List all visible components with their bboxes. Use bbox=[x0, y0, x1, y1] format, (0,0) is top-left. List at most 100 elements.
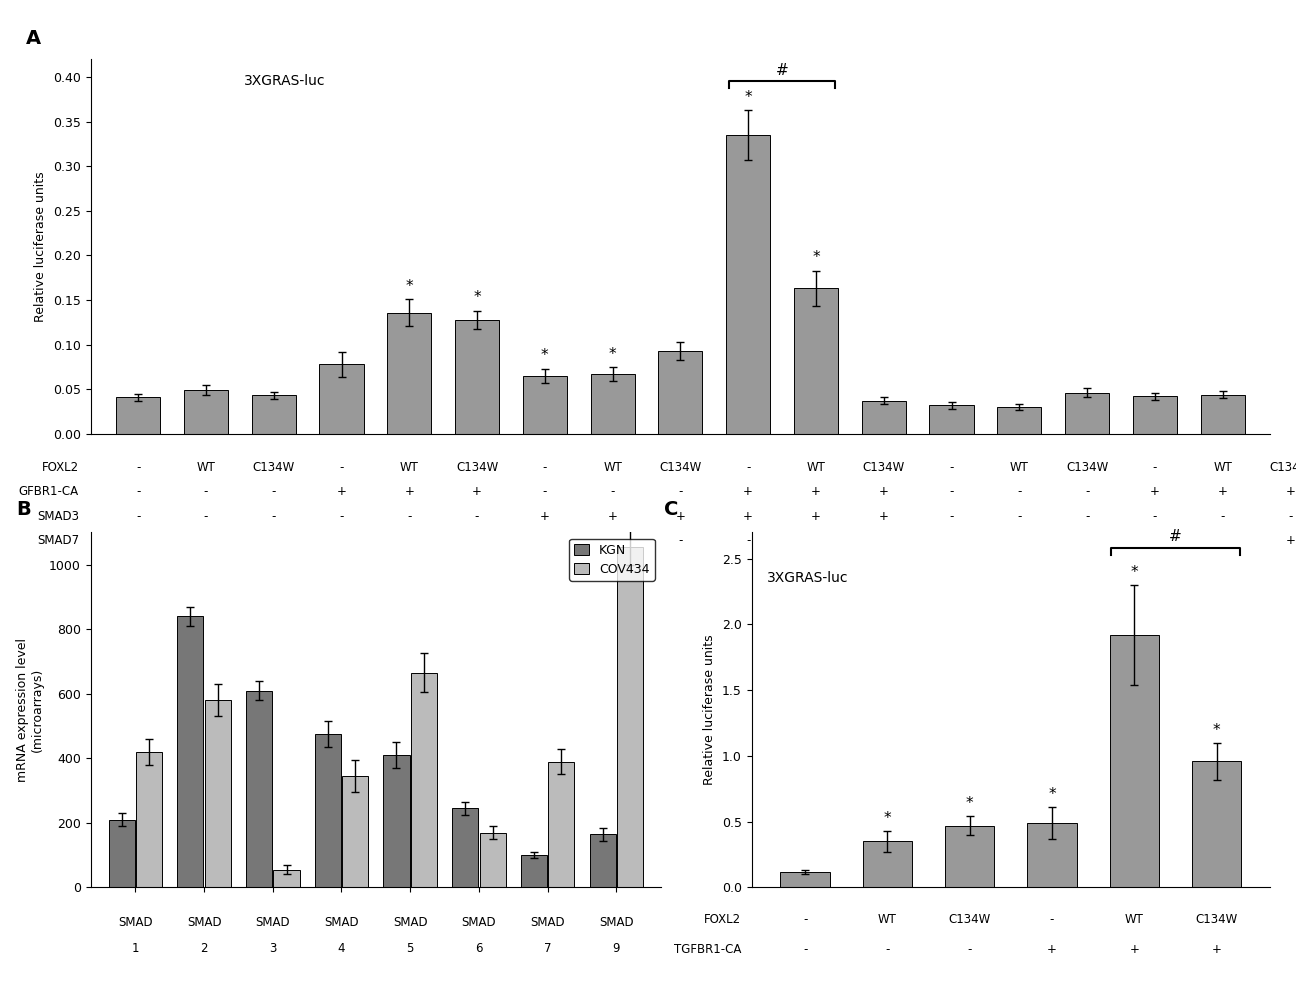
Text: A: A bbox=[26, 30, 41, 48]
Bar bbox=[1109, 635, 1159, 887]
Text: -: - bbox=[203, 485, 209, 498]
Text: -: - bbox=[340, 510, 343, 523]
Text: FOXL2: FOXL2 bbox=[41, 461, 79, 474]
Text: -: - bbox=[814, 534, 818, 547]
Text: +: + bbox=[1015, 534, 1024, 547]
Text: +: + bbox=[946, 534, 956, 547]
Text: -: - bbox=[474, 510, 480, 523]
Text: -: - bbox=[746, 461, 750, 474]
Text: *: * bbox=[1048, 787, 1056, 802]
Text: -: - bbox=[272, 534, 276, 547]
Text: -: - bbox=[543, 534, 547, 547]
Y-axis label: Relative luciferase units: Relative luciferase units bbox=[704, 635, 717, 785]
Text: +: + bbox=[1047, 943, 1058, 956]
Text: TGFBR1-CA: TGFBR1-CA bbox=[674, 943, 741, 956]
Text: 6: 6 bbox=[476, 943, 482, 955]
Text: WT: WT bbox=[806, 461, 826, 474]
Text: +: + bbox=[1150, 485, 1160, 498]
Bar bbox=[411, 672, 437, 887]
Text: -: - bbox=[968, 943, 972, 956]
Text: +: + bbox=[1286, 534, 1295, 547]
Text: SMAD: SMAD bbox=[187, 916, 222, 929]
Text: -: - bbox=[136, 461, 140, 474]
Text: C134W: C134W bbox=[456, 461, 498, 474]
Bar bbox=[388, 313, 432, 434]
Text: -: - bbox=[272, 485, 276, 498]
Text: SMAD: SMAD bbox=[324, 916, 359, 929]
Bar bbox=[1200, 394, 1244, 434]
Bar bbox=[591, 374, 635, 434]
Bar bbox=[251, 395, 295, 434]
Bar bbox=[794, 289, 839, 434]
Text: C134W: C134W bbox=[253, 461, 295, 474]
Text: +: + bbox=[879, 510, 889, 523]
Bar bbox=[136, 752, 162, 887]
Text: SMAD: SMAD bbox=[393, 916, 428, 929]
Text: SMAD: SMAD bbox=[599, 916, 634, 929]
Text: 7: 7 bbox=[544, 943, 551, 955]
Bar bbox=[726, 135, 770, 434]
Bar bbox=[455, 319, 499, 434]
Bar bbox=[521, 855, 547, 887]
Text: #: # bbox=[776, 63, 788, 78]
Bar bbox=[945, 825, 994, 887]
Text: SMAD3: SMAD3 bbox=[36, 510, 79, 523]
Text: +: + bbox=[1218, 485, 1227, 498]
Text: -: - bbox=[474, 534, 480, 547]
Y-axis label: mRNA expression level
(microarrays): mRNA expression level (microarrays) bbox=[16, 638, 44, 782]
Text: *: * bbox=[813, 250, 820, 265]
Bar bbox=[1192, 761, 1242, 887]
Text: -: - bbox=[340, 461, 343, 474]
Text: -: - bbox=[610, 485, 614, 498]
Text: +: + bbox=[1082, 534, 1093, 547]
Bar bbox=[205, 700, 231, 887]
Text: WT: WT bbox=[1213, 461, 1232, 474]
Text: *: * bbox=[1130, 565, 1138, 580]
Bar bbox=[384, 755, 410, 887]
Bar bbox=[273, 870, 299, 887]
Text: FOXL2: FOXL2 bbox=[704, 913, 741, 926]
Text: +: + bbox=[743, 510, 753, 523]
Bar bbox=[617, 547, 643, 887]
Text: -: - bbox=[136, 534, 140, 547]
Text: *: * bbox=[406, 279, 413, 294]
Bar bbox=[117, 397, 161, 434]
Text: +: + bbox=[1212, 943, 1222, 956]
Bar bbox=[342, 776, 368, 887]
Bar bbox=[863, 841, 912, 887]
Text: -: - bbox=[407, 510, 411, 523]
Text: *: * bbox=[744, 90, 752, 105]
Bar bbox=[590, 834, 616, 887]
Text: -: - bbox=[746, 534, 750, 547]
Text: -: - bbox=[1085, 510, 1089, 523]
Text: -: - bbox=[543, 485, 547, 498]
Text: -: - bbox=[881, 534, 886, 547]
Text: -: - bbox=[1085, 485, 1089, 498]
Bar bbox=[1133, 396, 1177, 434]
Text: C134W: C134W bbox=[1065, 461, 1108, 474]
Text: WT: WT bbox=[197, 461, 215, 474]
Bar bbox=[1028, 823, 1077, 887]
Text: -: - bbox=[1152, 461, 1157, 474]
Text: C134W: C134W bbox=[1269, 461, 1296, 474]
Text: 3XGRAS-luc: 3XGRAS-luc bbox=[767, 571, 849, 585]
Text: +: + bbox=[879, 485, 889, 498]
Text: *: * bbox=[1213, 723, 1221, 738]
Text: SMAD: SMAD bbox=[461, 916, 496, 929]
Text: -: - bbox=[1017, 485, 1021, 498]
Text: +: + bbox=[472, 485, 482, 498]
Text: +: + bbox=[675, 510, 686, 523]
Bar bbox=[522, 376, 566, 434]
Legend: KGN, COV434: KGN, COV434 bbox=[569, 538, 654, 581]
Text: -: - bbox=[407, 534, 411, 547]
Text: -: - bbox=[1288, 510, 1292, 523]
Text: -: - bbox=[804, 913, 807, 926]
Text: B: B bbox=[17, 500, 31, 519]
Bar bbox=[320, 364, 364, 434]
Text: WT: WT bbox=[400, 461, 419, 474]
Text: -: - bbox=[340, 534, 343, 547]
Text: C134W: C134W bbox=[863, 461, 905, 474]
Bar bbox=[452, 809, 478, 887]
Text: +: + bbox=[337, 485, 346, 498]
Text: WT: WT bbox=[877, 913, 897, 926]
